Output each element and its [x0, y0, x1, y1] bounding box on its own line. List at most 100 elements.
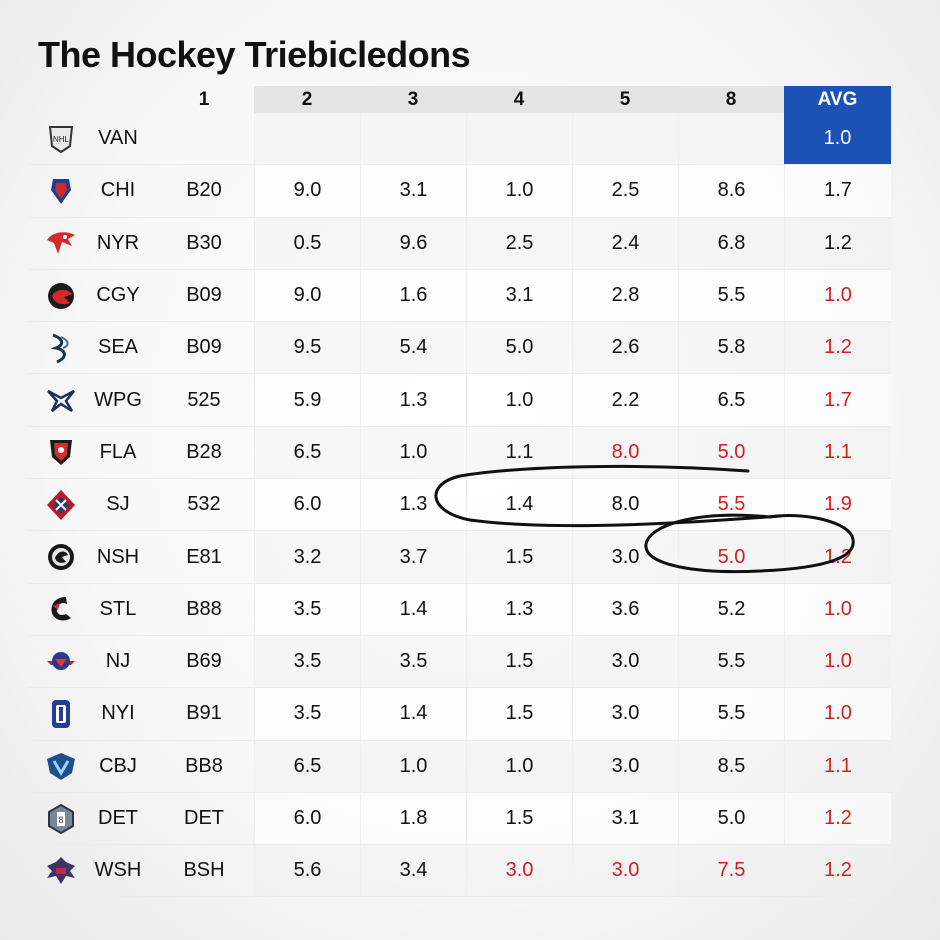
table-row[interactable]: STL B88 3.5 1.4 1.3 3.6 5.2 1.0 [28, 583, 891, 636]
column-header[interactable]: 8 [678, 86, 784, 113]
stat-cell: 3.4 [360, 845, 466, 898]
stat-cell: 1.0 [360, 426, 466, 480]
team-abbr: WPG [82, 374, 154, 427]
team-code: B88 [154, 584, 254, 636]
avg-column-header[interactable]: AVG [784, 86, 891, 113]
stat-cell: 1.3 [360, 374, 466, 427]
team-code: 532 [154, 479, 254, 532]
team-code: DET [154, 793, 254, 846]
stat-cell: 9.0 [254, 165, 360, 218]
team-abbr: NYR [82, 218, 154, 270]
table-row[interactable]: WPG 525 5.9 1.3 1.0 2.2 6.5 1.7 [28, 374, 891, 427]
chi-logo-icon [51, 178, 71, 204]
table-row[interactable]: NYR B30 0.5 9.6 2.5 2.4 6.8 1.2 [28, 217, 891, 270]
team-abbr: WSH [82, 845, 154, 898]
stat-cell: 3.5 [254, 688, 360, 741]
stat-cell: 0.5 [254, 217, 360, 270]
team-code: BB8 [154, 741, 254, 793]
team-abbr: CGY [82, 270, 154, 323]
stat-cell: 1.5 [466, 792, 572, 846]
team-abbr: STL [82, 584, 154, 636]
empty-cell [254, 113, 360, 166]
stat-cell: 2.4 [572, 217, 678, 270]
stat-cell: 8.6 [678, 165, 784, 218]
team-logo [28, 479, 82, 532]
table-row[interactable]: FLA B28 6.5 1.0 1.1 8.0 5.0 1.1 [28, 426, 891, 480]
stat-cell: 8.5 [678, 740, 784, 793]
stat-cell: 3.5 [360, 635, 466, 689]
header-team-row[interactable]: NHL VAN 1.0 [28, 113, 891, 166]
stat-cell: 1.4 [360, 688, 466, 741]
team-logo [28, 688, 82, 741]
stat-cell: 3.5 [254, 635, 360, 689]
team-abbr: DET [82, 793, 154, 846]
stat-cell: 5.6 [254, 845, 360, 898]
table-row[interactable]: 8 DET DET 6.0 1.8 1.5 3.1 5.0 1.2 [28, 792, 891, 846]
empty-cell [466, 113, 572, 166]
nyi-logo-icon [52, 699, 70, 728]
stat-cell: 3.0 [572, 688, 678, 741]
stat-cell: 3.1 [572, 792, 678, 846]
avg-cell: 1.2 [784, 845, 891, 898]
team-abbr: FLA [82, 427, 154, 480]
empty-cell [572, 113, 678, 166]
avg-cell: 1.2 [784, 531, 891, 584]
empty-cell [678, 113, 784, 166]
stat-cell: 1.5 [466, 635, 572, 689]
stat-cell: 3.6 [572, 583, 678, 636]
table-row[interactable]: CHI B20 9.0 3.1 1.0 2.5 8.6 1.7 [28, 165, 891, 218]
table-row[interactable]: CGY B09 9.0 1.6 3.1 2.8 5.5 1.0 [28, 269, 891, 323]
team-logo [28, 427, 82, 480]
team-logo [28, 845, 82, 898]
stat-cell: 3.1 [360, 165, 466, 218]
stat-cell: 5.5 [678, 635, 784, 689]
column-header[interactable]: 5 [572, 86, 678, 113]
table-row[interactable]: CBJ BB8 6.5 1.0 1.0 3.0 8.5 1.1 [28, 740, 891, 793]
avg-cell: 1.2 [784, 792, 891, 846]
stat-cell: 5.9 [254, 374, 360, 427]
stat-cell: 5.0 [678, 426, 784, 480]
avg-cell: 1.2 [784, 322, 891, 375]
stat-cell: 3.0 [572, 635, 678, 689]
stat-cell: 1.0 [466, 740, 572, 793]
header-spacer [28, 86, 82, 113]
stat-cell: 2.2 [572, 374, 678, 427]
column-header[interactable]: 1 [198, 88, 210, 110]
column-header[interactable]: 4 [466, 86, 572, 113]
standings-table: 1 2 3 4 5 8 AVG NHL VAN 1.0 CHI B20 [28, 86, 891, 898]
table-row[interactable]: NSH E81 3.2 3.7 1.5 3.0 5.0 1.2 [28, 531, 891, 584]
column-header[interactable]: 3 [360, 86, 466, 113]
team-abbr: CBJ [82, 741, 154, 793]
team-code: B20 [154, 165, 254, 218]
avg-cell: 1.0 [784, 635, 891, 689]
stat-cell: 5.8 [678, 322, 784, 375]
stat-cell: 1.1 [466, 426, 572, 480]
team-abbr: NJ [82, 636, 154, 689]
avg-cell: 1.7 [784, 374, 891, 427]
stat-cell: 5.5 [678, 479, 784, 532]
table-row[interactable]: SEA B09 9.5 5.4 5.0 2.6 5.8 1.2 [28, 322, 891, 375]
stat-cell: 1.8 [360, 792, 466, 846]
sj-logo-icon [47, 489, 75, 520]
avg-cell: 1.0 [784, 688, 891, 741]
stat-cell: 6.5 [254, 426, 360, 480]
stat-cell: 2.6 [572, 322, 678, 375]
team-abbr: CHI [82, 165, 154, 218]
table-row[interactable]: SJ 532 6.0 1.3 1.4 8.0 5.5 1.9 [28, 479, 891, 532]
league-shield-icon: NHL [48, 125, 74, 153]
team-logo [28, 218, 82, 270]
stat-cell: 5.5 [678, 269, 784, 323]
stat-cell: 2.5 [572, 165, 678, 218]
column-header[interactable]: 2 [254, 86, 360, 113]
stat-cell: 1.0 [466, 165, 572, 218]
nyr-logo-icon [47, 232, 75, 255]
team-logo [28, 374, 82, 427]
team-logo [28, 636, 82, 689]
team-logo [28, 165, 82, 218]
team-logo [28, 531, 82, 584]
table-row[interactable]: WSH BSH 5.6 3.4 3.0 3.0 7.5 1.2 [28, 845, 891, 898]
stat-cell: 6.5 [254, 740, 360, 793]
table-row[interactable]: NYI B91 3.5 1.4 1.5 3.0 5.5 1.0 [28, 688, 891, 741]
table-row[interactable]: NJ B69 3.5 3.5 1.5 3.0 5.5 1.0 [28, 635, 891, 689]
avg-cell: 1.7 [784, 165, 891, 218]
